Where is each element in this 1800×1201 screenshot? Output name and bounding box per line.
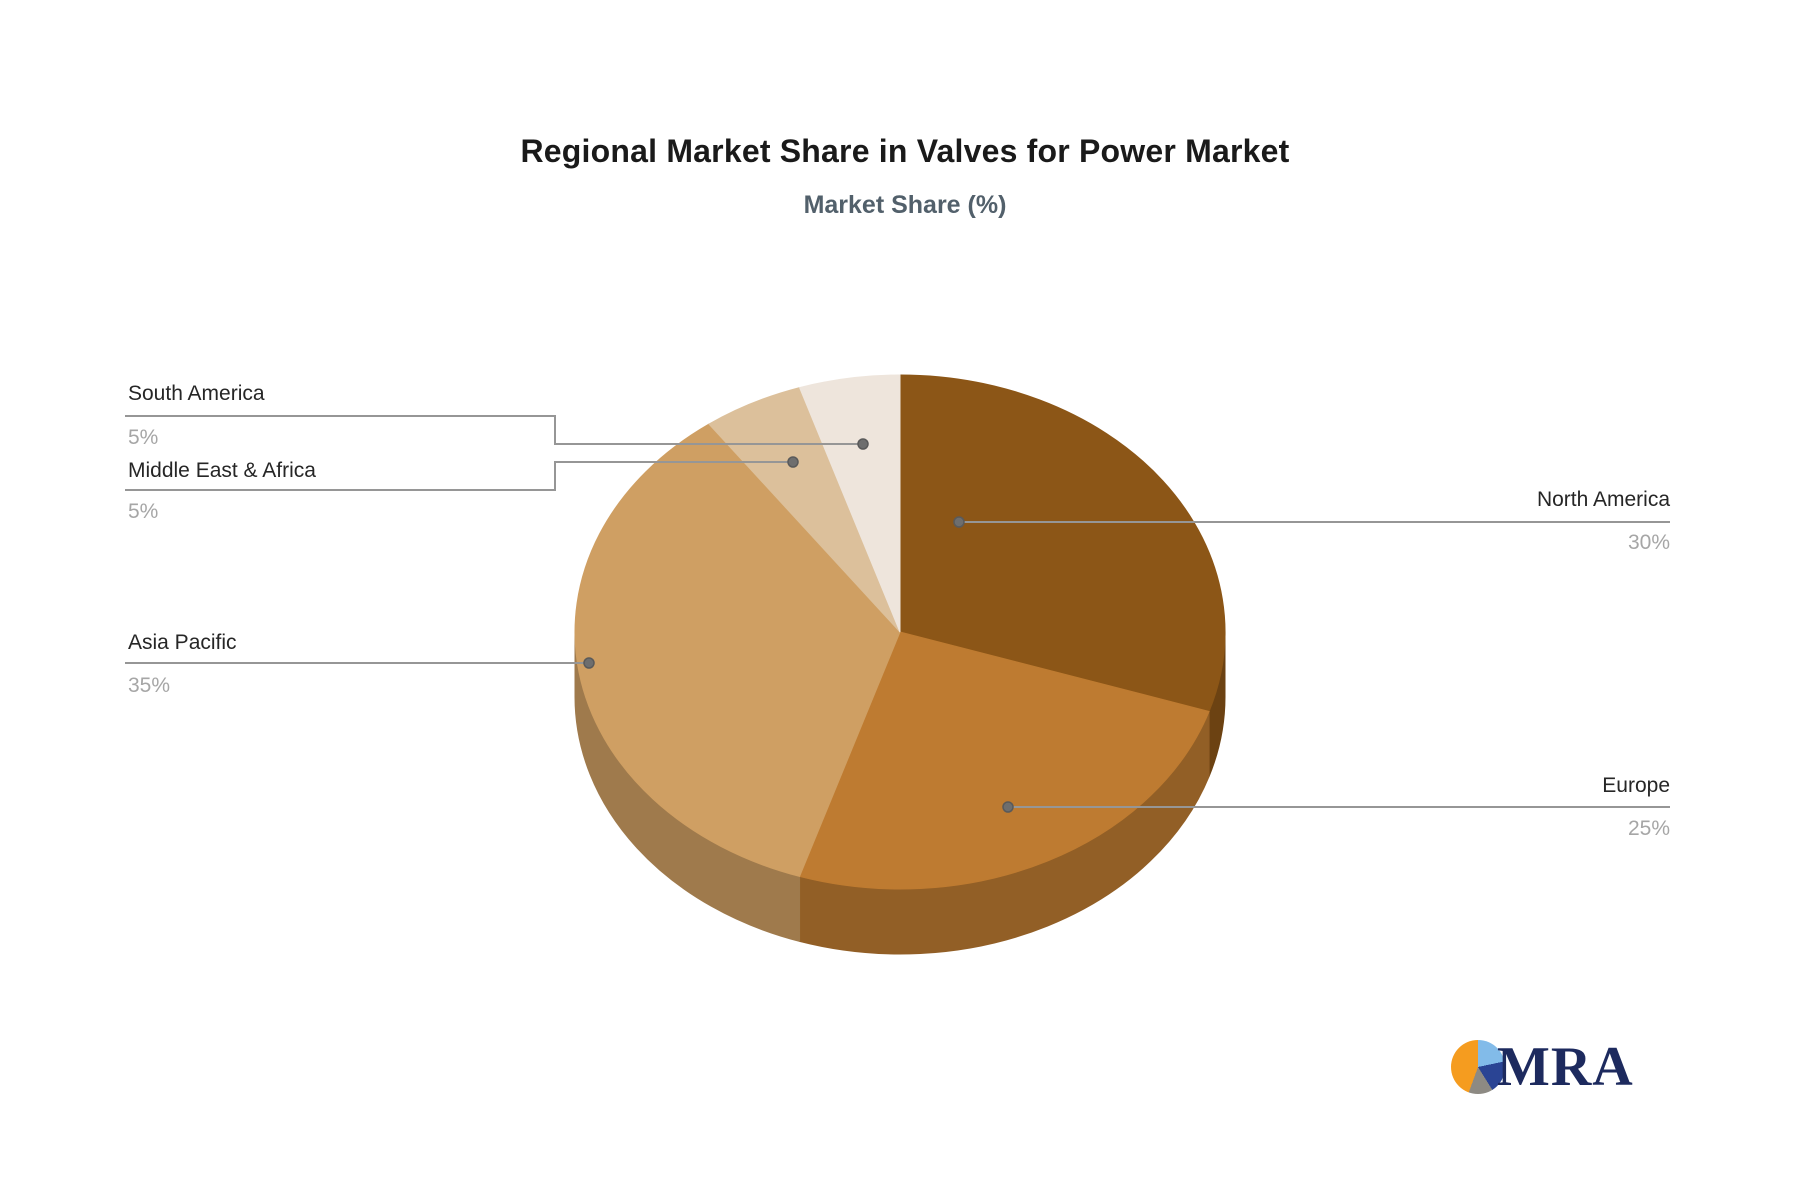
label-middle-east-africa: Middle East & Africa xyxy=(128,459,316,482)
chart-title: Regional Market Share in Valves for Powe… xyxy=(520,133,1290,169)
value-north-america: 30% xyxy=(1627,531,1670,554)
label-europe: Europe xyxy=(1602,774,1670,797)
value-asia-pacific: 35% xyxy=(128,674,171,697)
label-asia-pacific: Asia Pacific xyxy=(128,631,237,654)
pie-slice-europe xyxy=(798,631,1210,890)
connector-dot-europe xyxy=(1002,801,1014,813)
pie-slice-south-america xyxy=(798,374,901,633)
connector-south-america xyxy=(125,415,863,445)
mra-logo-pie-icon xyxy=(1451,1040,1505,1094)
connector-dot-middle-east-africa xyxy=(787,456,799,468)
connector-middle-east-africa xyxy=(125,461,793,491)
connector-dot-north-america xyxy=(953,516,965,528)
chart-subtitle: Market Share (%) xyxy=(803,191,1007,219)
pie-slice-asia-pacific xyxy=(574,423,901,878)
connector-dot-south-america xyxy=(857,438,869,450)
mra-logo: MRA xyxy=(1451,1036,1634,1098)
connector-dot-asia-pacific xyxy=(583,657,595,669)
mra-logo-text: MRA xyxy=(1497,1036,1634,1098)
value-europe: 25% xyxy=(1627,817,1670,840)
value-south-america: 5% xyxy=(128,426,159,449)
label-north-america: North America xyxy=(1536,488,1670,511)
value-middle-east-africa: 5% xyxy=(128,500,159,523)
label-south-america: South America xyxy=(128,382,265,405)
pie-slice-north-america xyxy=(899,374,1226,713)
